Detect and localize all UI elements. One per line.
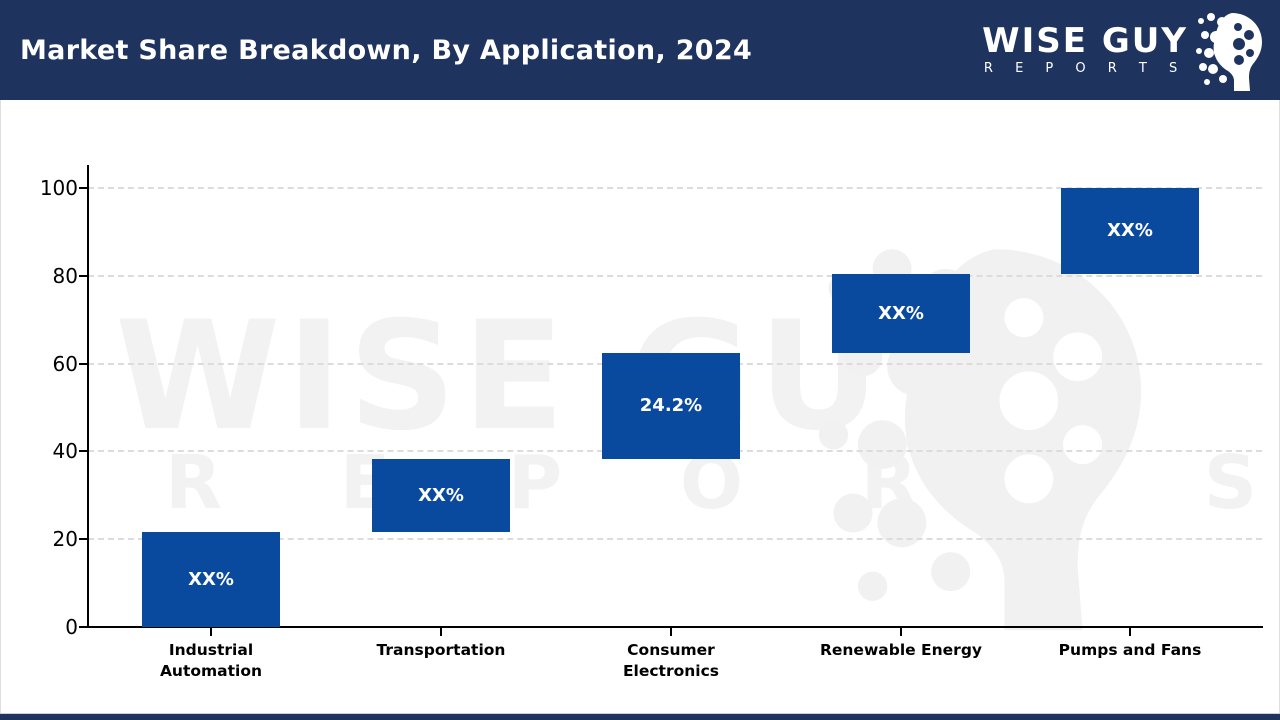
category-label: Industrial Automation [159, 641, 263, 680]
y-tick-mark-60 [79, 362, 87, 365]
gridline-20 [88, 538, 1262, 541]
wiseguy-logo: WISE GUY R E P O R T S [982, 7, 1266, 93]
bar-segment: XX% [142, 531, 280, 627]
y-tick-label-0: 0 [65, 615, 78, 639]
y-tick-label-20: 20 [52, 527, 78, 552]
footer-bar [0, 714, 1280, 720]
y-tick-mark-80 [79, 274, 87, 277]
logo-subtext: R E P O R T S [983, 61, 1187, 76]
x-tick-mark [440, 628, 442, 636]
y-tick-mark-0 [79, 626, 87, 628]
header: Market Share Breakdown, By Application, … [0, 0, 1280, 100]
bar-value-label: 24.2% [639, 395, 703, 417]
y-tick-mark-20 [79, 538, 87, 541]
bar-value-label: XX% [418, 484, 464, 506]
chart-area: WISE GUY R E P O R T S 0 20 40 60 80 100 XX% X… [0, 100, 1280, 714]
y-tick-label-80: 80 [52, 263, 78, 288]
bar-value-label: XX% [878, 302, 924, 324]
gridline-80 [88, 274, 1262, 277]
logo-wordmark: WISE GUY [982, 21, 1188, 61]
bar-value-label: XX% [1107, 220, 1153, 242]
x-tick-mark [210, 628, 212, 636]
category-label: Transportation [376, 641, 506, 659]
y-tick-label-100: 100 [39, 176, 78, 200]
category-label: Renewable Energy [819, 641, 983, 659]
bar-segment: XX% [832, 273, 970, 353]
bar-segment: XX% [1061, 188, 1199, 274]
bar-value-label: XX% [188, 568, 234, 590]
category-label: Pumps and Fans [1058, 641, 1202, 659]
x-tick-mark [1129, 628, 1131, 636]
gridline-100 [88, 187, 1262, 189]
bottom-rule [0, 713, 1280, 714]
category-label: Consumer Electronics [622, 641, 720, 680]
x-tick-mark [670, 628, 672, 636]
y-tick-label-60: 60 [52, 351, 78, 376]
y-tick-label-40: 40 [52, 439, 78, 464]
y-tick-mark-100 [79, 187, 87, 189]
x-tick-mark [900, 628, 902, 636]
logo-head-icon [1196, 13, 1262, 91]
y-tick-mark-40 [79, 450, 87, 453]
page-title: Market Share Breakdown, By Application, … [20, 34, 753, 66]
logo-text: WISE GUY R E P O R T S [982, 24, 1188, 76]
bar-segment: XX% [372, 458, 510, 532]
bar-segment: 24.2% [602, 352, 740, 459]
y-axis [87, 165, 89, 628]
x-axis [87, 626, 1263, 628]
